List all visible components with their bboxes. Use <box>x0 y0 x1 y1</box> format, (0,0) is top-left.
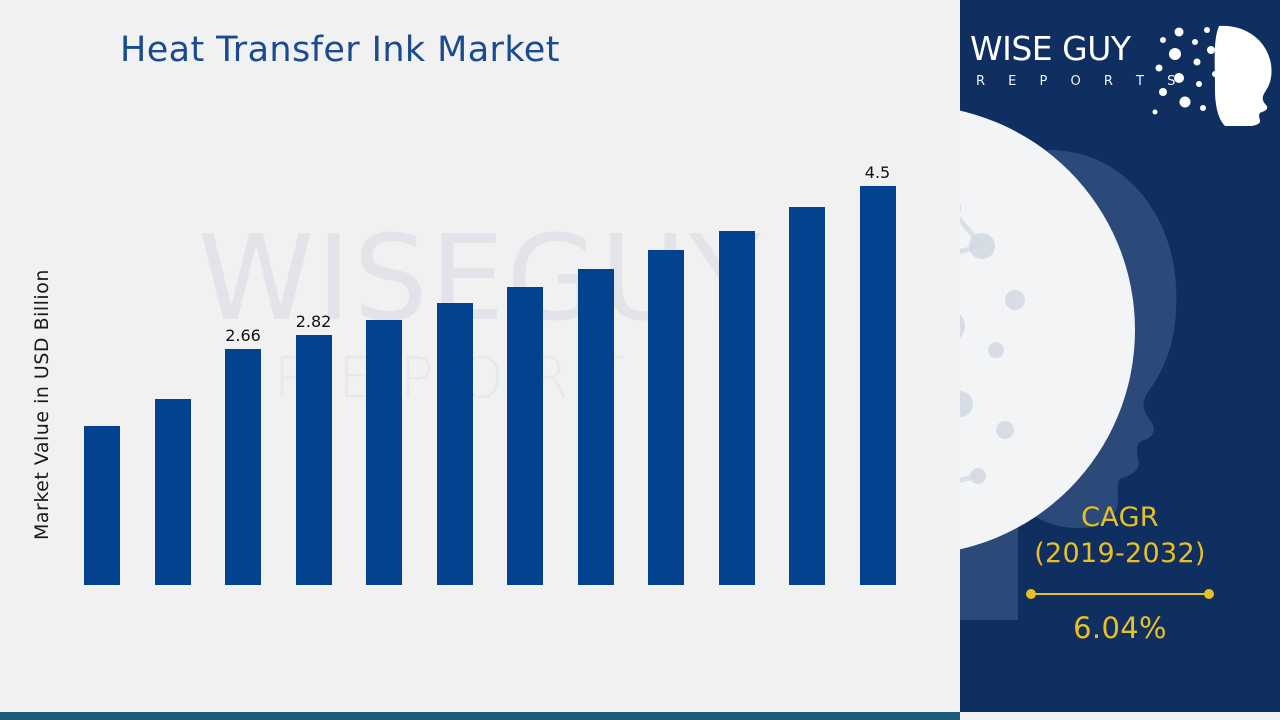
bar <box>507 286 543 585</box>
bar-value-label: 4.5 <box>864 162 891 182</box>
bar-value-label: 2.66 <box>225 325 261 345</box>
bar <box>577 268 614 585</box>
brand-logo: WISE GUY R E P O R T S <box>970 25 1272 127</box>
bar <box>718 230 755 585</box>
divider-line <box>1033 593 1207 596</box>
chart-panel: WISEGUY REPORTS Heat Transfer Ink Market… <box>31 30 920 585</box>
cagr-value: 6.04% <box>1073 611 1167 646</box>
cagr-block: CAGR (2019-2032) 6.04% <box>960 500 1280 645</box>
bar <box>154 399 191 585</box>
bar <box>789 206 825 585</box>
y-axis-title: Market Value in USD Billion <box>31 269 53 540</box>
brand-panel-graphic <box>960 110 1177 620</box>
bar <box>436 302 473 585</box>
bar <box>859 185 896 585</box>
bar <box>295 334 332 585</box>
cagr-title-line1: CAGR <box>1081 502 1159 533</box>
bar <box>648 250 684 585</box>
logo-head-dots-icon <box>1152 25 1272 127</box>
bar-value-label: 2.82 <box>295 311 332 331</box>
logo-wordmark: WISE GUY <box>970 29 1131 68</box>
brand-panel: WISE GUY R E P O R T S <box>960 0 1280 712</box>
bar <box>366 319 402 585</box>
page-title: Heat Transfer Ink Market <box>120 30 560 70</box>
cagr-title-line2: (2019-2032) <box>1034 537 1206 569</box>
bar-series: 201820192.6620232.8220242025202620272028… <box>60 150 920 585</box>
bar <box>84 426 120 585</box>
bar <box>225 348 261 585</box>
cagr-divider <box>1026 587 1214 601</box>
divider-dot-right <box>1204 589 1214 600</box>
logo-subtitle: R E P O R T S <box>976 74 1185 89</box>
plot-area: 201820192.6620232.8220242025202620272028… <box>60 150 920 585</box>
bottom-accent-strip <box>0 712 960 720</box>
divider-dot-left <box>1026 589 1036 600</box>
